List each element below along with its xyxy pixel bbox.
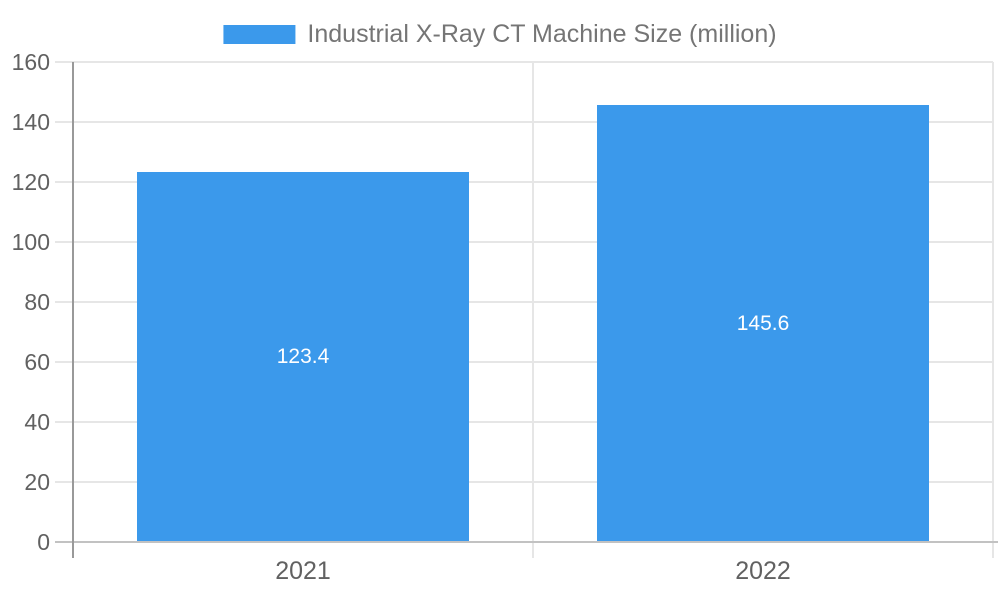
y-axis-tick-label: 80 (24, 289, 50, 315)
x-axis-line (55, 541, 998, 543)
y-axis-tick-label: 120 (11, 169, 50, 195)
bar-2021[interactable]: 123.4 (137, 171, 469, 542)
gridline (55, 61, 993, 63)
gridline (55, 301, 993, 303)
y-axis-tick-label: 20 (24, 469, 50, 495)
gridline (992, 62, 994, 558)
x-axis-tick-label: 2022 (735, 557, 791, 585)
legend-swatch-icon (223, 24, 296, 44)
y-axis-tick-label: 60 (24, 349, 50, 375)
plot-area: 0 20 40 60 80 100 120 140 160 123.4 2021 145.6 2022 (12, 50, 998, 585)
gridline (532, 62, 534, 558)
y-axis-tick-label: 40 (24, 409, 50, 435)
y-axis-tick-label: 0 (37, 529, 50, 555)
y-axis-tick-label: 160 (11, 49, 50, 75)
y-axis-tick-label: 100 (11, 229, 50, 255)
bar-2022[interactable]: 145.6 (597, 105, 929, 542)
gridline (55, 241, 993, 243)
gridline (55, 181, 993, 183)
gridline (55, 121, 993, 123)
bar-value-label: 145.6 (736, 311, 790, 335)
gridline (55, 421, 993, 423)
gridline (55, 481, 993, 483)
y-axis-line (72, 62, 74, 558)
y-axis-tick-label: 140 (11, 109, 50, 135)
legend-label: Industrial X-Ray CT Machine Size (millio… (307, 19, 777, 48)
x-axis-tick-label: 2021 (275, 557, 331, 585)
legend[interactable]: Industrial X-Ray CT Machine Size (millio… (223, 19, 777, 48)
bar-value-label: 123.4 (276, 344, 330, 368)
gridline (55, 361, 993, 363)
